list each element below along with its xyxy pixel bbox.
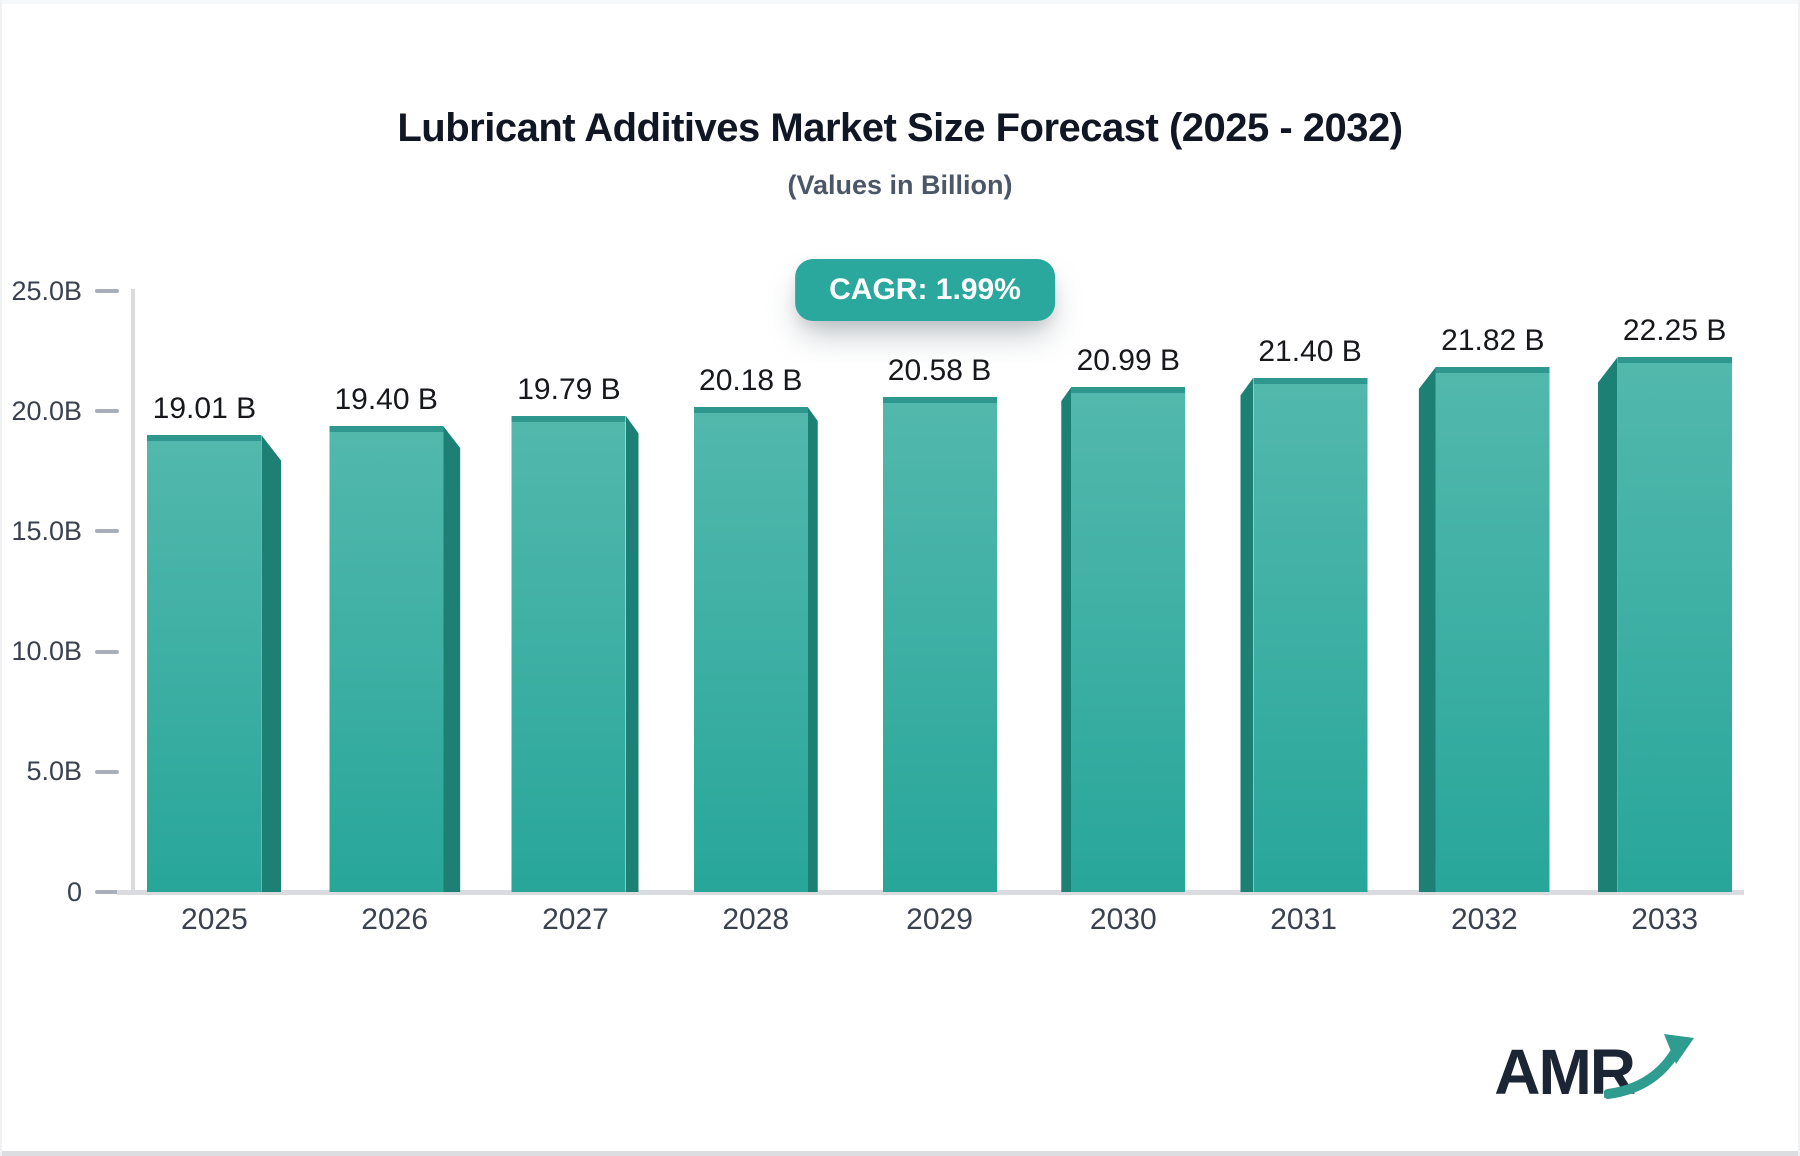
y-axis-line: [131, 289, 135, 892]
bar-face: [329, 426, 444, 892]
bar-side-face: [807, 407, 818, 892]
amr-logo: AMR: [1494, 1034, 1696, 1104]
bar-face: [1253, 378, 1368, 892]
bar-top-edge: [1435, 367, 1550, 373]
bar-side-face: [261, 435, 282, 892]
bar-value-label: 20.58 B: [887, 354, 992, 387]
bar-top-edge: [329, 426, 444, 432]
x-labels-row: 2025 2026 2027 2028 2029 2030 2031 2032 2033: [135, 903, 1744, 937]
y-tick-label: 0: [66, 876, 82, 907]
y-tick: 20.0B: [2, 395, 119, 427]
bar-slot: 19.40 B: [314, 291, 493, 892]
bar-face: [1435, 367, 1550, 892]
page-subtitle: (Values in Billion): [787, 170, 1013, 200]
x-tick-label: 2027: [542, 903, 609, 936]
bar-value-label: 19.40 B: [334, 383, 438, 416]
bars-row: 19.01 B 19.40 B 19.79 B 20.18 B 20.58 B 20.99…: [135, 291, 1744, 892]
bar-slot: 20.18 B: [671, 291, 850, 892]
x-tick-label: 2030: [1089, 903, 1157, 936]
x-tick-label: 2033: [1631, 903, 1699, 936]
bar-top-edge: [147, 435, 262, 441]
bar-slot: 19.01 B: [135, 291, 314, 892]
bar-side-face: [1418, 367, 1436, 892]
cagr-badge: CAGR: 1.99%: [795, 259, 1055, 321]
bar-slot: 20.99 B: [1029, 291, 1208, 892]
bar-face: [147, 435, 262, 892]
bar-face: [882, 397, 997, 892]
bar-face: [1071, 387, 1186, 892]
bar-side-face: [443, 426, 461, 892]
x-tick-label: 2032: [1450, 903, 1518, 936]
bar-top-edge: [1617, 357, 1732, 363]
bottom-border: [2, 1151, 1798, 1156]
x-tick-label: 2026: [361, 903, 429, 936]
x-tick-label: 2029: [906, 903, 973, 936]
bar-slot: 21.82 B: [1386, 291, 1565, 892]
y-tick-dash: [95, 649, 119, 654]
bar-value-label: 20.18 B: [699, 364, 803, 397]
bar-side-face: [625, 416, 639, 892]
bar: 21.82 B: [1418, 324, 1550, 892]
bar-top-edge: [1253, 378, 1368, 384]
bar-value-label: 19.79 B: [517, 373, 621, 406]
y-tick-label: 10.0B: [11, 636, 82, 667]
y-tick-label: 20.0B: [11, 395, 82, 426]
bar: 22.25 B: [1597, 314, 1732, 892]
y-tick-label: 5.0B: [26, 756, 82, 787]
bar-top-edge: [882, 397, 997, 403]
bar-slot: 20.58 B: [850, 291, 1029, 892]
bar-value-label: 21.82 B: [1441, 324, 1545, 357]
y-tick-dash: [95, 289, 119, 293]
bar: 20.18 B: [693, 364, 818, 892]
bar: 19.01 B: [147, 392, 282, 892]
bar-value-label: 20.99 B: [1076, 344, 1181, 377]
bar-face: [511, 416, 626, 892]
bar-top-edge: [511, 416, 626, 422]
bar-value-label: 19.01 B: [152, 392, 257, 425]
bar-slot: 19.79 B: [493, 291, 672, 892]
y-tick-dash: [95, 890, 119, 894]
y-tick: 25.0B: [2, 275, 119, 307]
bar-value-label: 22.25 B: [1622, 314, 1727, 347]
bar-side-face: [1597, 357, 1618, 892]
bar-value-label: 21.40 B: [1258, 335, 1362, 368]
bar: 19.79 B: [511, 373, 639, 892]
page-title: Lubricant Additives Market Size Forecast…: [397, 106, 1403, 150]
trend-up-arrow-icon: [1604, 1034, 1694, 1099]
y-tick-dash: [95, 529, 119, 534]
bar: 19.40 B: [329, 383, 461, 892]
bar-slot: 21.40 B: [1208, 291, 1387, 892]
x-axis-line: [117, 890, 1744, 895]
y-tick: 15.0B: [2, 515, 119, 547]
y-tick-dash: [95, 409, 119, 414]
y-tick-dash: [95, 769, 119, 774]
x-tick-label: 2025: [181, 903, 248, 936]
bar: 20.58 B: [882, 354, 997, 892]
x-tick-label: 2028: [722, 903, 790, 936]
bar: 21.40 B: [1240, 335, 1368, 892]
y-tick: 5.0B: [2, 756, 119, 788]
bar: 20.99 B: [1061, 344, 1186, 892]
bar-face: [693, 407, 808, 892]
y-tick: 10.0B: [2, 636, 119, 668]
bar-top-edge: [693, 407, 808, 413]
bar-slot: 22.25 B: [1565, 291, 1744, 892]
bar-side-face: [1061, 387, 1072, 892]
bar-top-edge: [1071, 387, 1186, 393]
y-tick-label: 25.0B: [11, 275, 82, 306]
bar-face: [1617, 357, 1732, 892]
y-tick-label: 15.0B: [11, 515, 82, 546]
y-tick: 0: [2, 876, 119, 908]
bar-side-face: [1240, 378, 1254, 892]
x-tick-label: 2031: [1270, 903, 1337, 936]
